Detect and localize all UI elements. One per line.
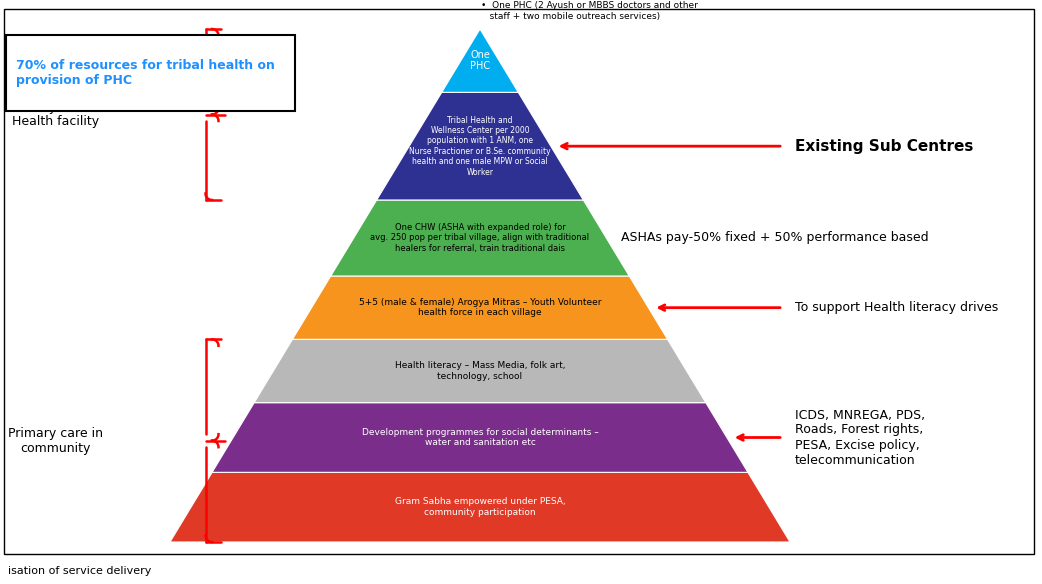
Text: To support Health literacy drives: To support Health literacy drives	[795, 301, 998, 314]
Polygon shape	[330, 200, 629, 276]
Text: Health literacy – Mass Media, folk art,
technology, school: Health literacy – Mass Media, folk art, …	[395, 361, 565, 381]
Text: Existing Sub Centres: Existing Sub Centres	[795, 138, 973, 154]
Text: For each 20,000 population
•  One PHC (2 Ayush or MBBS doctors and other
   staf: For each 20,000 population • One PHC (2 …	[481, 0, 698, 20]
Text: Primary care in
community: Primary care in community	[8, 427, 103, 455]
Text: ASHAs pay-50% fixed + 50% performance based: ASHAs pay-50% fixed + 50% performance ba…	[621, 231, 928, 245]
Text: Development programmes for social determinants –
water and sanitation etc: Development programmes for social determ…	[362, 428, 598, 447]
Text: Primary care in
Health facility: Primary care in Health facility	[8, 100, 103, 128]
Text: ICDS, MNREGA, PDS,
Roads, Forest rights,
PESA, Excise policy,
telecommunication: ICDS, MNREGA, PDS, Roads, Forest rights,…	[795, 408, 925, 467]
Text: Gram Sabha empowered under PESA,
community participation: Gram Sabha empowered under PESA, communi…	[395, 498, 566, 517]
Polygon shape	[170, 472, 790, 542]
Text: 70% of resources for tribal health on
provision of PHC: 70% of resources for tribal health on pr…	[16, 59, 275, 87]
Polygon shape	[213, 402, 748, 472]
Text: isation of service delivery: isation of service delivery	[8, 566, 151, 576]
FancyBboxPatch shape	[6, 35, 295, 111]
Text: One CHW (ASHA with expanded role) for
avg. 250 pop per tribal village, align wit: One CHW (ASHA with expanded role) for av…	[371, 223, 590, 253]
Polygon shape	[293, 276, 668, 339]
Text: Tribal Health and
Wellness Center per 2000
population with 1 ANM, one
Nurse Prac: Tribal Health and Wellness Center per 20…	[410, 116, 551, 177]
Polygon shape	[442, 29, 518, 92]
Text: 5+5 (male & female) Arogya Mitras – Youth Volunteer
health force in each village: 5+5 (male & female) Arogya Mitras – Yout…	[358, 298, 601, 317]
Polygon shape	[254, 339, 705, 402]
Polygon shape	[376, 92, 584, 200]
Text: One
PHC: One PHC	[470, 50, 490, 71]
